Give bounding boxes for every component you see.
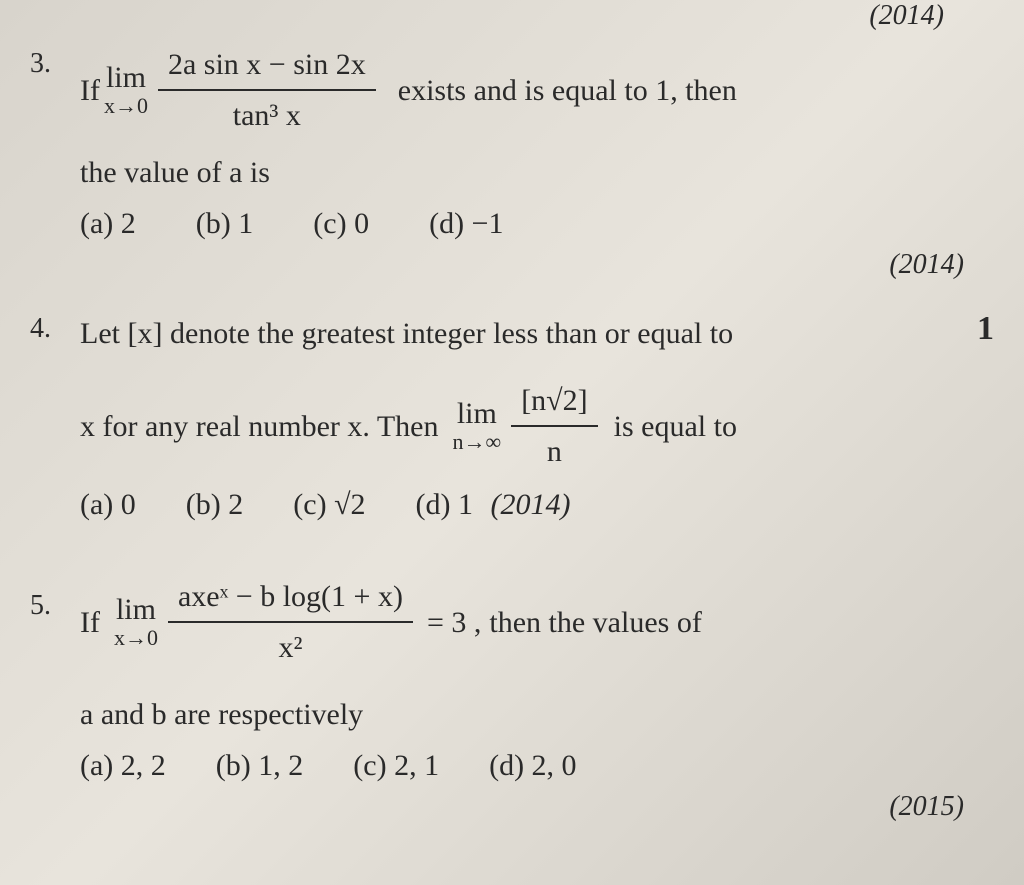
lim-approach: n→∞ xyxy=(453,431,502,453)
denominator: n xyxy=(511,427,597,476)
q4-line2: x for any real number x. Then lim n→∞ [n… xyxy=(80,376,984,476)
fraction: 2a sin x − sin 2x tan³ x xyxy=(158,40,376,140)
limit-notation: lim n→∞ xyxy=(453,399,502,453)
year-inline: (2014) xyxy=(491,488,571,521)
options-row: (a) 0 (b) 2 (c) √2 (d) 1 (2014) xyxy=(80,488,984,522)
option-b: (b) 1 xyxy=(196,207,253,241)
q3-line2: the value of a is xyxy=(80,150,984,195)
lim-label: lim xyxy=(104,63,148,93)
trail-text: exists and is equal to 1, then xyxy=(398,68,737,113)
limit-notation: lim x→0 xyxy=(114,595,158,649)
question-5: 5. If lim x→0 axeˣ − b log(1 + x) x² = 3… xyxy=(80,572,984,823)
options-row: (a) 2 (b) 1 (c) 0 (d) −1 xyxy=(80,207,984,241)
option-b: (b) 2 xyxy=(186,488,243,522)
lim-label: lim xyxy=(453,399,502,429)
line2-pre: x for any real number x. Then xyxy=(80,404,439,449)
numerator: [n√2] xyxy=(511,376,597,427)
option-d: (d) 2, 0 xyxy=(489,749,576,783)
question-text: If lim x→0 2a sin x − sin 2x tan³ x exis… xyxy=(80,40,984,195)
if-text: If xyxy=(80,600,100,645)
option-b: (b) 1, 2 xyxy=(216,749,303,783)
question-3: 3. If lim x→0 2a sin x − sin 2x tan³ x e… xyxy=(80,0,984,281)
q4-line1: Let [x] denote the greatest integer less… xyxy=(80,311,984,356)
year-label: (2015) xyxy=(80,791,984,823)
denominator: x² xyxy=(168,623,413,672)
year-label: (2014) xyxy=(80,249,984,281)
option-d: (d) −1 xyxy=(429,207,503,241)
option-a: (a) 2, 2 xyxy=(80,749,166,783)
lim-approach: x→0 xyxy=(104,95,148,117)
question-number: 5. xyxy=(30,590,51,622)
q5-line1: If lim x→0 axeˣ − b log(1 + x) x² = 3 , … xyxy=(80,572,984,672)
lim-approach: x→0 xyxy=(114,627,158,649)
option-a: (a) 0 xyxy=(80,488,136,522)
option-c: (c) 2, 1 xyxy=(353,749,439,783)
question-text: If lim x→0 axeˣ − b log(1 + x) x² = 3 , … xyxy=(80,572,984,737)
limit-notation: lim x→0 xyxy=(104,63,148,117)
lim-label: lim xyxy=(114,595,158,625)
question-4: 4. Let [x] denote the greatest integer l… xyxy=(80,311,984,522)
option-c: (c) 0 xyxy=(313,207,369,241)
option-c: (c) √2 xyxy=(293,488,365,522)
options-row: (a) 2, 2 (b) 1, 2 (c) 2, 1 (d) 2, 0 xyxy=(80,749,984,783)
question-number: 3. xyxy=(30,48,51,80)
if-text: If xyxy=(80,68,100,113)
denominator: tan³ x xyxy=(158,91,376,140)
option-d: (d) 1 (2014) xyxy=(416,488,571,522)
page-content: (2014) 3. If lim x→0 2a sin x − sin 2x t… xyxy=(80,0,984,823)
trail-text: then the values of xyxy=(489,600,701,645)
fraction: [n√2] n xyxy=(511,376,597,476)
numerator: axeˣ − b log(1 + x) xyxy=(168,572,413,623)
question-text: Let [x] denote the greatest integer less… xyxy=(80,311,984,476)
option-d-value: (d) 1 xyxy=(416,488,473,521)
question-number: 4. xyxy=(30,313,51,345)
side-mark: 1 xyxy=(977,310,994,348)
q3-line1: If lim x→0 2a sin x − sin 2x tan³ x exis… xyxy=(80,40,984,140)
equals-value: = 3 , xyxy=(427,600,481,645)
line2-post: is equal to xyxy=(614,404,737,449)
q5-line2: a and b are respectively xyxy=(80,692,984,737)
option-a: (a) 2 xyxy=(80,207,136,241)
fraction: axeˣ − b log(1 + x) x² xyxy=(168,572,413,672)
numerator: 2a sin x − sin 2x xyxy=(158,40,376,91)
